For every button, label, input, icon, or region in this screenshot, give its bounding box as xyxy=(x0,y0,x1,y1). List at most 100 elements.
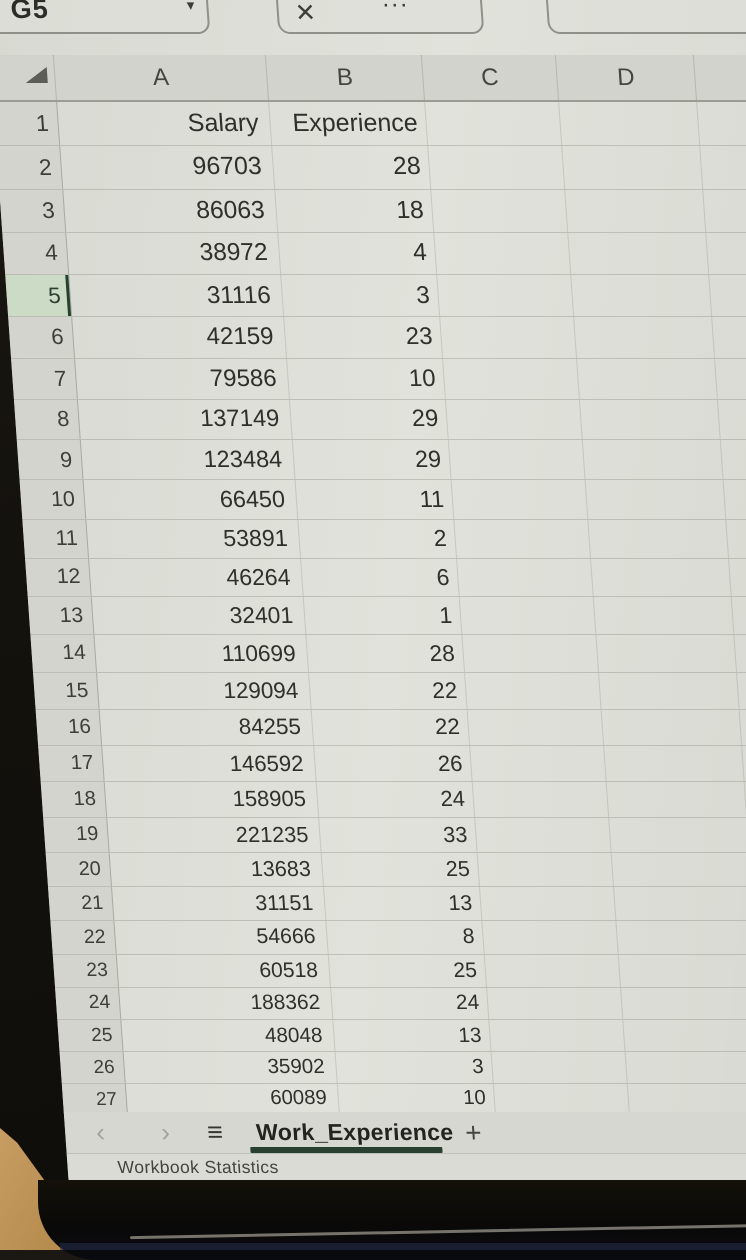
cell-c3[interactable] xyxy=(431,189,569,232)
cell-c17[interactable] xyxy=(470,746,607,781)
cell-d26[interactable] xyxy=(625,1052,746,1083)
cell-c18[interactable] xyxy=(472,782,610,817)
cell-a8[interactable]: 137149 xyxy=(77,399,293,439)
cell-a13[interactable]: 32401 xyxy=(91,597,307,634)
cell-b27[interactable]: 10 xyxy=(337,1083,496,1114)
cell-a4[interactable]: 38972 xyxy=(66,232,282,274)
cell-c2[interactable] xyxy=(428,146,566,189)
cell-a6[interactable]: 42159 xyxy=(72,317,287,358)
cell-b8[interactable]: 29 xyxy=(289,399,449,439)
cell-c4[interactable] xyxy=(434,232,572,274)
add-sheet-button[interactable]: + xyxy=(464,1116,483,1148)
cell-b22[interactable]: 8 xyxy=(326,921,485,954)
column-header-d[interactable]: D xyxy=(555,55,697,100)
cell-a20[interactable]: 13683 xyxy=(109,852,324,886)
cell-d6[interactable] xyxy=(574,317,715,358)
cell-a21[interactable]: 31151 xyxy=(112,887,327,920)
cancel-icon[interactable]: ✕ xyxy=(293,0,317,27)
cell-d15[interactable] xyxy=(599,672,740,709)
row-header-18[interactable]: 18 xyxy=(40,782,108,817)
cell-b1[interactable]: Experience xyxy=(269,102,429,145)
row-header-2[interactable]: 2 xyxy=(0,146,64,189)
cell-d13[interactable] xyxy=(593,597,735,634)
cell-a14[interactable]: 110699 xyxy=(94,635,309,672)
cell-d27[interactable] xyxy=(627,1083,746,1114)
cell-b7[interactable]: 10 xyxy=(287,358,446,399)
row-header-8[interactable]: 8 xyxy=(13,399,81,439)
cell-b12[interactable]: 6 xyxy=(301,558,460,596)
cell-a18[interactable]: 158905 xyxy=(104,782,320,817)
cell-b6[interactable]: 23 xyxy=(284,317,443,358)
cell-c15[interactable] xyxy=(465,672,602,709)
row-header-7[interactable]: 7 xyxy=(11,358,78,399)
row-header-19[interactable]: 19 xyxy=(43,817,110,852)
chevron-down-icon[interactable]: ▾ xyxy=(186,0,195,14)
cell-a12[interactable]: 46264 xyxy=(89,558,304,596)
cell-c11[interactable] xyxy=(454,519,591,558)
row-header-20[interactable]: 20 xyxy=(45,852,112,886)
row-header-22[interactable]: 22 xyxy=(50,921,117,954)
cell-c9[interactable] xyxy=(448,440,586,479)
cell-a17[interactable]: 146592 xyxy=(102,746,317,781)
cell-c27[interactable] xyxy=(493,1083,630,1114)
cell-a27[interactable]: 60089 xyxy=(125,1083,340,1114)
cell-a23[interactable]: 60518 xyxy=(116,954,331,987)
cell-d22[interactable] xyxy=(616,921,746,954)
cell-d20[interactable] xyxy=(611,852,746,886)
row-header-15[interactable]: 15 xyxy=(33,672,100,709)
row-header-14[interactable]: 14 xyxy=(30,635,97,672)
column-header-b[interactable]: B xyxy=(265,55,425,100)
row-header-26[interactable]: 26 xyxy=(59,1052,126,1083)
cell-b5[interactable]: 3 xyxy=(281,275,441,316)
row-header-5[interactable]: 5 xyxy=(5,275,73,316)
cell-c10[interactable] xyxy=(451,480,589,519)
cell-d23[interactable] xyxy=(618,954,746,987)
cell-c25[interactable] xyxy=(489,1020,626,1051)
row-header-10[interactable]: 10 xyxy=(19,480,87,519)
row-header-25[interactable]: 25 xyxy=(57,1020,124,1051)
cell-d7[interactable] xyxy=(577,358,718,399)
row-header-9[interactable]: 9 xyxy=(16,440,84,479)
cell-d18[interactable] xyxy=(606,782,746,817)
column-header-a[interactable]: A xyxy=(53,55,269,100)
cell-b10[interactable]: 11 xyxy=(295,480,455,519)
cell-a10[interactable]: 66450 xyxy=(83,480,299,519)
cell-b24[interactable]: 24 xyxy=(331,987,490,1019)
cell-d12[interactable] xyxy=(591,558,732,596)
cell-c24[interactable] xyxy=(487,987,624,1019)
row-header-4[interactable]: 4 xyxy=(2,232,70,274)
cell-a25[interactable]: 48048 xyxy=(121,1020,336,1051)
cell-a11[interactable]: 53891 xyxy=(86,519,301,558)
cell-b9[interactable]: 29 xyxy=(292,440,452,479)
cell-a3[interactable]: 86063 xyxy=(63,189,279,232)
prev-sheet-icon[interactable]: ‹ xyxy=(95,1117,106,1147)
cell-b20[interactable]: 25 xyxy=(321,852,480,886)
name-box[interactable]: G5 ▾ xyxy=(0,0,211,34)
cell-d17[interactable] xyxy=(604,746,745,781)
cell-a24[interactable]: 188362 xyxy=(119,987,334,1019)
cell-c14[interactable] xyxy=(462,635,599,672)
row-header-21[interactable]: 21 xyxy=(48,887,115,920)
cell-a7[interactable]: 79586 xyxy=(75,358,290,399)
cell-d9[interactable] xyxy=(582,440,724,479)
cell-b16[interactable]: 22 xyxy=(311,709,471,745)
cell-b25[interactable]: 13 xyxy=(333,1020,492,1051)
row-header-13[interactable]: 13 xyxy=(27,597,95,634)
cell-b14[interactable]: 28 xyxy=(306,635,465,672)
cell-a26[interactable]: 35902 xyxy=(123,1052,338,1083)
cell-d4[interactable] xyxy=(568,232,710,274)
cell-a1[interactable]: Salary xyxy=(57,102,273,145)
row-header-11[interactable]: 11 xyxy=(22,519,89,558)
cell-a5[interactable]: 31116 xyxy=(69,275,285,316)
cell-a9[interactable]: 123484 xyxy=(80,440,296,479)
cell-b13[interactable]: 1 xyxy=(303,597,463,634)
cell-d3[interactable] xyxy=(565,189,707,232)
cell-c13[interactable] xyxy=(459,597,597,634)
cell-d24[interactable] xyxy=(621,987,746,1019)
cell-a15[interactable]: 129094 xyxy=(97,672,312,709)
cell-c23[interactable] xyxy=(484,954,621,987)
cell-a2[interactable]: 96703 xyxy=(60,146,276,189)
row-header-23[interactable]: 23 xyxy=(52,954,119,987)
cell-c7[interactable] xyxy=(443,358,580,399)
cell-b17[interactable]: 26 xyxy=(314,746,473,781)
